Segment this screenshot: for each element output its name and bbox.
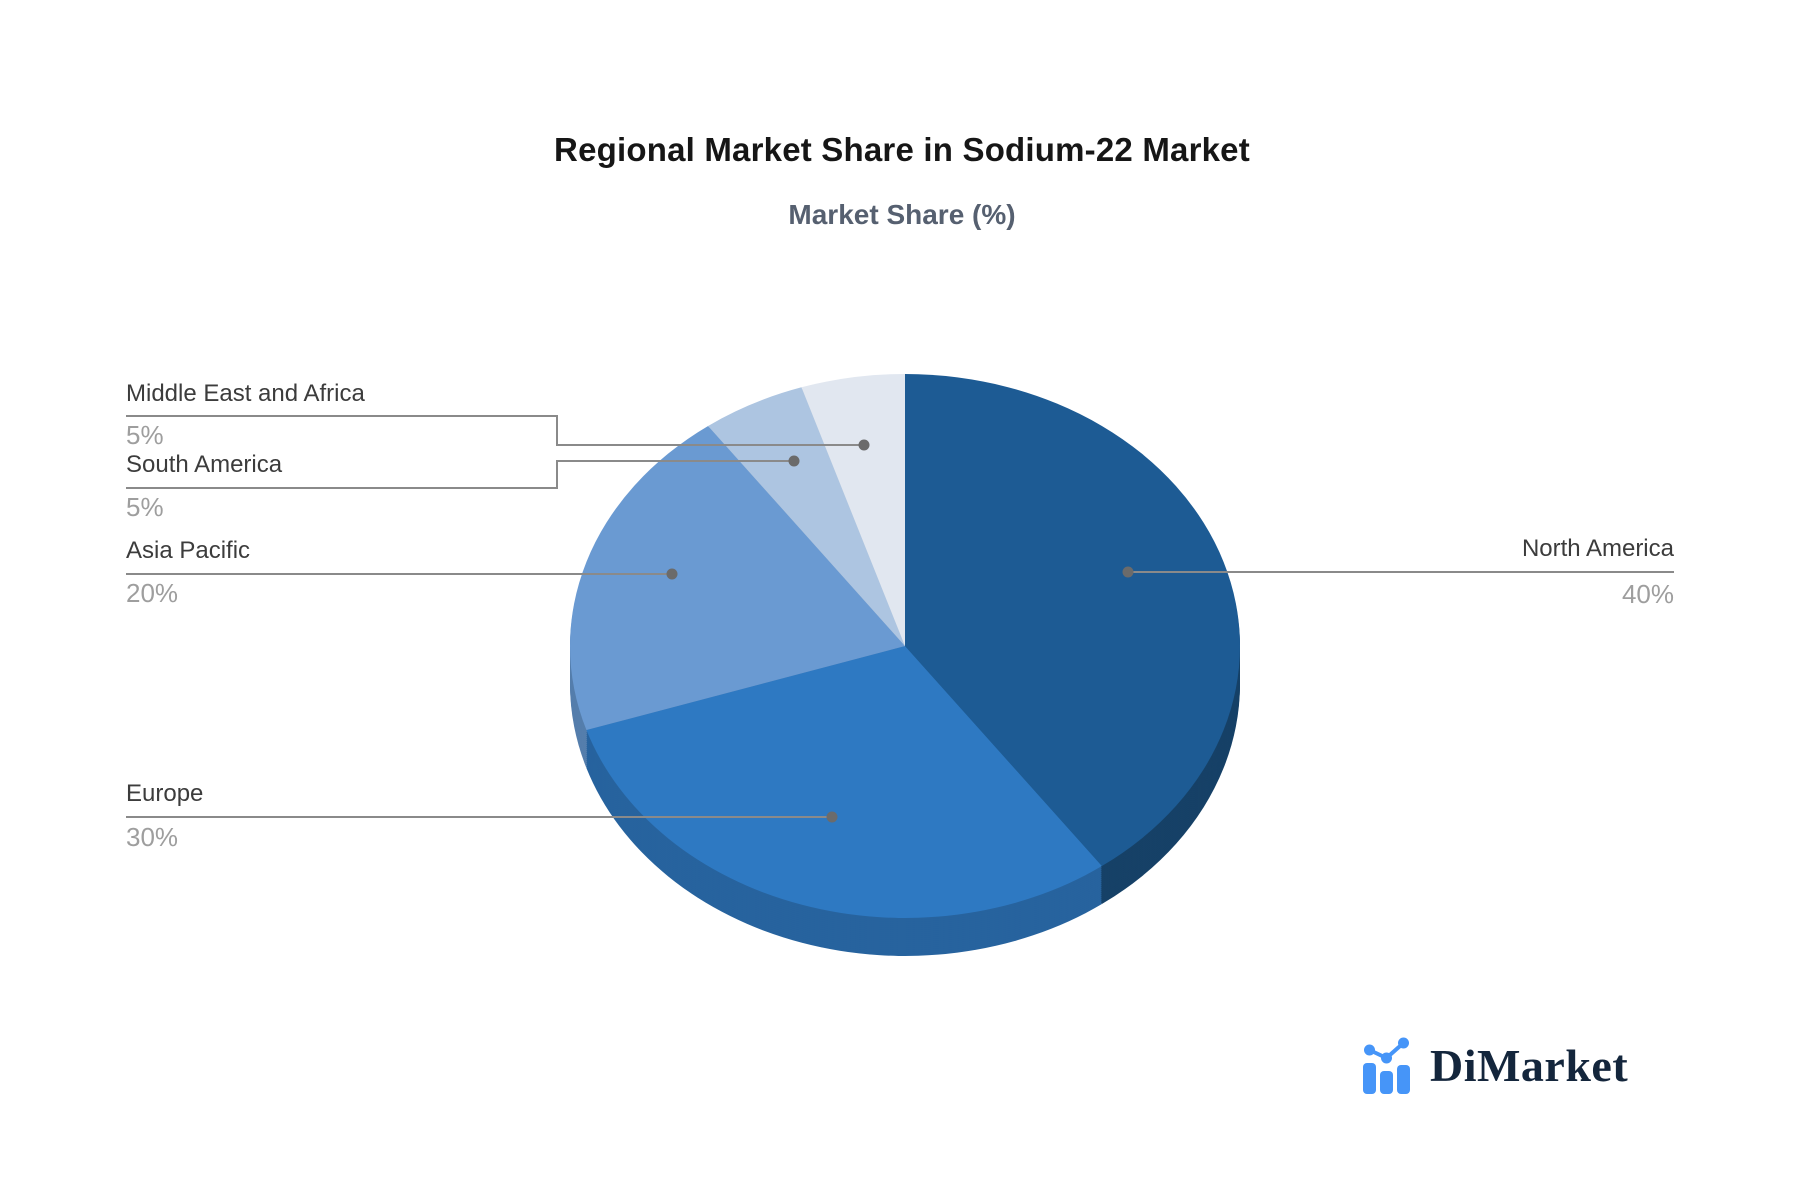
slice-pct-asia-pacific: 20% xyxy=(126,578,179,608)
leader-dot-europe xyxy=(826,811,838,823)
leader-dot-middle-east-and-africa xyxy=(858,439,870,451)
slice-pct-south-america: 5% xyxy=(126,492,164,522)
pie-slice-south-america[interactable] xyxy=(708,387,905,646)
leader-line-middle-east-and-africa xyxy=(126,415,864,446)
slice-label-north-america: North America xyxy=(1521,535,1674,562)
leader-dot-south-america xyxy=(788,455,800,467)
slice-pct-middle-east-and-africa: 5% xyxy=(126,420,164,450)
bar-chart-trend-icon xyxy=(1363,1037,1410,1094)
leader-dot-asia-pacific xyxy=(666,568,678,580)
pie-slice-middle-east-and-africa[interactable] xyxy=(801,374,905,646)
leader-dot-north-america xyxy=(1122,566,1134,578)
chart-title: Regional Market Share in Sodium-22 Marke… xyxy=(554,131,1250,168)
leader-line-south-america xyxy=(126,460,794,489)
slice-label-south-america: South America xyxy=(126,451,283,478)
chart-subtitle: Market Share (%) xyxy=(788,199,1016,230)
pie-slice-europe[interactable] xyxy=(586,646,1102,918)
slice-pct-europe: 30% xyxy=(126,822,179,852)
slice-label-europe: Europe xyxy=(126,780,204,807)
slice-pct-north-america: 40% xyxy=(1621,579,1674,609)
slice-label-asia-pacific: Asia Pacific xyxy=(126,537,251,564)
brand-logo: DiMarket xyxy=(1360,1036,1628,1096)
pie-slice-asia-pacific[interactable] xyxy=(570,425,905,731)
brand-logo-text: DiMarket xyxy=(1430,1040,1629,1091)
pie-slice-north-america[interactable] xyxy=(905,374,1240,867)
slice-label-middle-east-and-africa: Middle East and Africa xyxy=(126,380,365,407)
